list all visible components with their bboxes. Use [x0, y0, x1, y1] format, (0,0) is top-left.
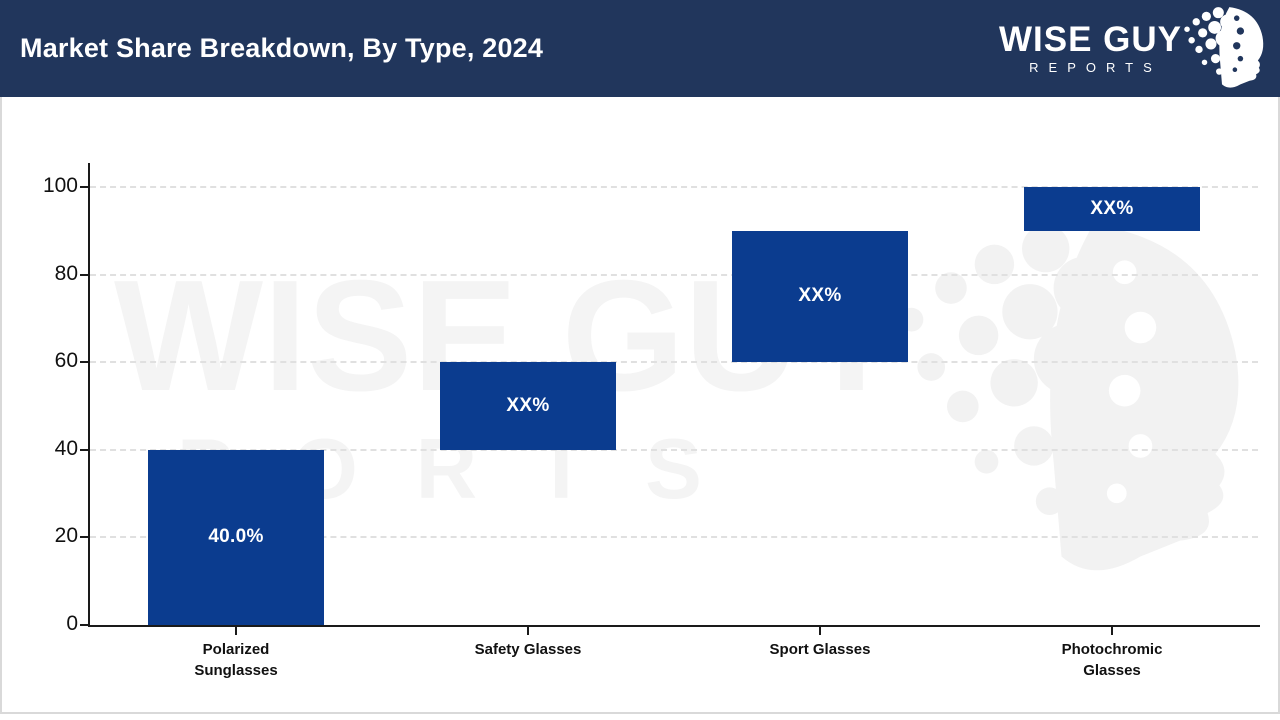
- bar-value-label: XX%: [506, 394, 550, 416]
- logo-text: WISE GUY REPORTS: [999, 21, 1182, 77]
- logo-wordmark: WISE GUY: [998, 20, 1182, 59]
- x-tick: [819, 627, 821, 635]
- y-tick: [80, 536, 88, 539]
- logo-subtext: REPORTS: [1029, 60, 1162, 75]
- y-tick-label: 20: [54, 524, 78, 548]
- y-tick-label: 100: [42, 174, 78, 197]
- chart-panel: WISE GUY PORTS 0 20 40 60 80 100 40.0% Polarize…: [0, 97, 1280, 714]
- x-tick: [1111, 627, 1113, 635]
- page-title: Market Share Breakdown, By Type, 2024: [20, 33, 544, 63]
- bar: XX%: [1024, 187, 1200, 231]
- gridline: [90, 361, 1258, 364]
- category-label: Photochromic Glasses: [1061, 641, 1163, 679]
- y-axis: [88, 163, 90, 627]
- y-tick: [80, 361, 88, 364]
- gridline: [90, 273, 1258, 276]
- y-tick: [80, 273, 88, 276]
- bar: XX%: [440, 362, 616, 450]
- x-tick: [527, 627, 529, 635]
- wise-guy-logo: WISE GUY REPORTS: [999, 4, 1268, 94]
- y-tick-label: 60: [54, 349, 78, 373]
- y-tick-label: 0: [66, 612, 78, 635]
- y-tick-label: 80: [54, 261, 78, 285]
- x-tick: [235, 627, 237, 635]
- y-tick-label: 40: [54, 436, 78, 460]
- bar-value-label: XX%: [798, 285, 842, 307]
- bar: 40.0%: [148, 449, 324, 625]
- category-label: Polarized Sunglasses: [194, 641, 278, 679]
- bar-value-label: XX%: [1090, 197, 1134, 219]
- y-tick: [80, 448, 88, 451]
- y-tick: [80, 186, 88, 188]
- bar-value-label: 40.0%: [208, 526, 264, 548]
- gridline: [90, 186, 1258, 188]
- category-label: Sport Glasses: [769, 641, 871, 658]
- x-axis: [88, 625, 1260, 627]
- bar: XX%: [732, 230, 908, 363]
- gridline: [90, 448, 1258, 451]
- logo-head-icon: [1184, 7, 1264, 88]
- header-bar: Market Share Breakdown, By Type, 2024 WI…: [0, 0, 1280, 97]
- category-label: Safety Glasses: [474, 641, 582, 658]
- y-tick: [80, 624, 88, 626]
- gridline: [90, 536, 1258, 539]
